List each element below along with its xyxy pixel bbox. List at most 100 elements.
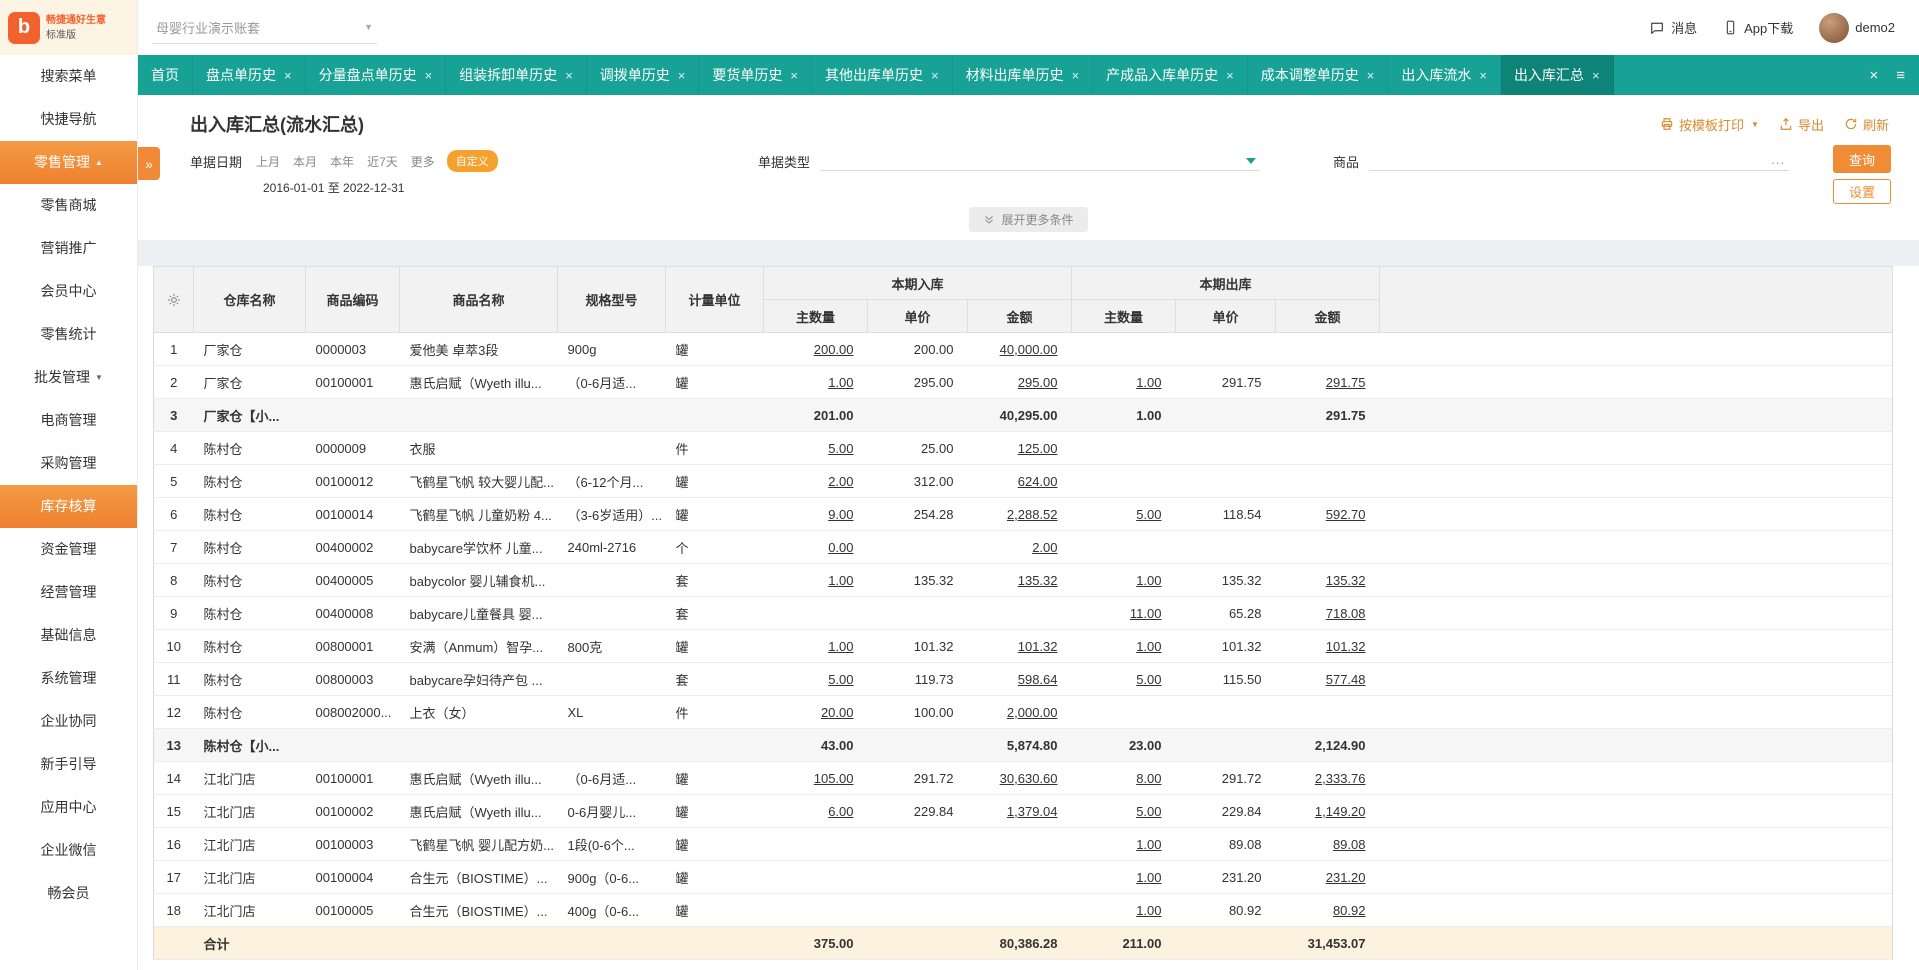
cell-out-qty-link[interactable]: 1.00 <box>1136 638 1162 654</box>
tab-close-icon[interactable]: × <box>1479 67 1487 83</box>
cell-in-qty-link[interactable]: 1.00 <box>828 572 854 588</box>
cell-in-amount-link[interactable]: 598.64 <box>1017 671 1058 687</box>
tab-close-icon[interactable]: × <box>677 67 686 83</box>
cell-in-qty-link[interactable]: 20.00 <box>820 704 854 720</box>
sidebar-item[interactable]: 库存核算 <box>0 485 137 528</box>
cell-in-amount-link[interactable]: 125.00 <box>1017 440 1058 456</box>
cell-out-qty-link[interactable]: 1.00 <box>1136 572 1162 588</box>
date-quick-option[interactable]: 上月 <box>256 154 281 169</box>
cell-in-qty-link[interactable]: 5.00 <box>828 671 854 687</box>
sidebar-item[interactable]: 批发管理 ▼ <box>0 356 137 399</box>
sidebar-item[interactable]: 系统管理 <box>0 657 137 700</box>
cell-in-qty-link[interactable]: 1.00 <box>828 374 854 390</box>
sidebar-item[interactable]: 经营管理 <box>0 571 137 614</box>
app-logo[interactable]: b 畅捷通好生意 标准版 <box>0 0 137 55</box>
cell-out-amount-link[interactable]: 1,149.20 <box>1314 803 1366 819</box>
sidebar-item[interactable]: 新手引导 <box>0 743 137 786</box>
cell-in-qty-link[interactable]: 0.00 <box>828 539 854 555</box>
tab-item[interactable]: 分量盘点单历史 × <box>306 55 447 95</box>
sidebar-item[interactable]: 零售统计 <box>0 313 137 356</box>
cell-in-qty-link[interactable]: 9.00 <box>828 506 854 522</box>
cell-in-amount-link[interactable]: 30,630.60 <box>999 770 1058 786</box>
cell-in-amount-link[interactable]: 2,000.00 <box>1006 704 1058 720</box>
tab-item[interactable]: 产成品入库单历史 × <box>1093 55 1248 95</box>
sidebar-item[interactable]: 企业微信 <box>0 829 137 872</box>
sidebar-item[interactable]: 电商管理 <box>0 399 137 442</box>
cell-out-amount-link[interactable]: 231.20 <box>1325 869 1366 885</box>
user-menu[interactable]: demo2 <box>1819 12 1895 43</box>
cell-in-amount-link[interactable]: 1,379.04 <box>1006 803 1058 819</box>
cell-in-amount-link[interactable]: 101.32 <box>1017 638 1058 654</box>
cell-out-qty-link[interactable]: 1.00 <box>1136 374 1162 390</box>
cell-in-qty-link[interactable]: 105.00 <box>813 770 854 786</box>
tab-close-icon[interactable]: × <box>1226 67 1234 83</box>
tab-item[interactable]: 组装拆卸单历史 × <box>446 55 587 95</box>
cell-in-amount-link[interactable]: 2.00 <box>1032 539 1058 555</box>
tab-active[interactable]: 出入库汇总 × <box>1500 55 1614 95</box>
cell-in-qty-link[interactable]: 5.00 <box>828 440 854 456</box>
cell-out-amount-link[interactable]: 80.92 <box>1332 902 1366 918</box>
more-options-icon[interactable]: ... <box>1771 152 1786 167</box>
cell-out-qty-link[interactable]: 5.00 <box>1136 671 1162 687</box>
cell-out-qty-link[interactable]: 11.00 <box>1129 605 1162 621</box>
sidebar-item[interactable]: 采购管理 <box>0 442 137 485</box>
sidebar-item[interactable]: 基础信息 <box>0 614 137 657</box>
tab-item[interactable]: 出入库流水 × <box>1388 55 1501 95</box>
cell-in-qty-link[interactable]: 200.00 <box>813 341 854 357</box>
date-quick-option[interactable]: 本月 <box>293 154 318 169</box>
cell-out-qty-link[interactable]: 5.00 <box>1136 803 1162 819</box>
tab-item[interactable]: 成本调整单历史 × <box>1248 55 1389 95</box>
tab-close-icon[interactable]: × <box>1071 67 1080 83</box>
tab-item[interactable]: 盘点单历史 × <box>193 55 306 95</box>
tab-close-icon[interactable]: × <box>1591 67 1600 83</box>
cell-in-qty-link[interactable]: 6.00 <box>828 803 854 819</box>
tab-close-icon[interactable]: × <box>930 67 939 83</box>
tab-item[interactable]: 其他出库单历史 × <box>812 55 953 95</box>
doc-type-select[interactable] <box>820 149 1261 171</box>
close-tabs-icon[interactable]: × <box>1869 66 1879 84</box>
app-download-button[interactable]: App下载 <box>1723 18 1793 37</box>
sidebar-item[interactable]: 企业协同 <box>0 700 137 743</box>
tab-close-icon[interactable]: × <box>565 67 573 83</box>
collapse-sidebar-handle[interactable]: » <box>138 147 160 180</box>
sidebar-item[interactable]: 零售商城 <box>0 184 137 227</box>
cell-out-qty-link[interactable]: 5.00 <box>1136 506 1162 522</box>
cell-out-amount-link[interactable]: 291.75 <box>1325 374 1366 390</box>
tab-close-icon[interactable]: × <box>1366 67 1375 83</box>
cell-out-amount-link[interactable]: 592.70 <box>1325 506 1366 522</box>
sidebar-item[interactable]: 快捷导航 <box>0 98 137 141</box>
tab-menu-icon[interactable]: ≡ <box>1896 66 1905 84</box>
print-by-template-button[interactable]: 按模板打印 ▼ <box>1660 115 1759 134</box>
cell-out-qty-link[interactable]: 8.00 <box>1136 770 1162 786</box>
expand-more-conditions[interactable]: 展开更多条件 <box>969 207 1088 232</box>
column-settings-header[interactable] <box>153 266 194 333</box>
messages-button[interactable]: 消息 <box>1649 18 1697 37</box>
account-select[interactable]: 母婴行业演示账套 ▼ <box>152 12 377 44</box>
cell-in-qty-link[interactable]: 1.00 <box>828 638 854 654</box>
tab-item[interactable]: 材料出库单历史 × <box>953 55 1094 95</box>
cell-in-qty-link[interactable]: 2.00 <box>828 473 854 489</box>
cell-in-amount-link[interactable]: 2,288.52 <box>1006 506 1058 522</box>
sidebar-item[interactable]: 应用中心 <box>0 786 137 829</box>
sidebar-item[interactable]: 零售管理 ▲ <box>0 141 137 184</box>
cell-out-amount-link[interactable]: 101.32 <box>1325 638 1366 654</box>
sidebar-item[interactable]: 畅会员 <box>0 872 137 915</box>
tab-item[interactable]: 首页 <box>138 55 193 95</box>
cell-in-amount-link[interactable]: 624.00 <box>1017 473 1058 489</box>
cell-out-qty-link[interactable]: 1.00 <box>1136 902 1162 918</box>
sidebar-item[interactable]: 会员中心 <box>0 270 137 313</box>
sidebar-item[interactable]: 资金管理 <box>0 528 137 571</box>
query-button[interactable]: 查询 <box>1833 145 1891 173</box>
tab-close-icon[interactable]: × <box>790 67 798 83</box>
export-button[interactable]: 导出 <box>1779 115 1824 134</box>
settings-button[interactable]: 设置 <box>1833 179 1891 204</box>
refresh-button[interactable]: 刷新 <box>1844 115 1889 134</box>
date-quick-option[interactable]: 更多 <box>410 154 435 169</box>
cell-in-amount-link[interactable]: 40,000.00 <box>999 341 1058 357</box>
date-range-value[interactable]: 2016-01-01 至 2022-12-31 <box>263 181 405 195</box>
tab-close-icon[interactable]: × <box>424 67 433 83</box>
cell-out-amount-link[interactable]: 89.08 <box>1332 836 1366 852</box>
cell-out-amount-link[interactable]: 2,333.76 <box>1314 770 1366 786</box>
cell-out-qty-link[interactable]: 1.00 <box>1136 836 1162 852</box>
sidebar-item[interactable]: 营销推广 <box>0 227 137 270</box>
